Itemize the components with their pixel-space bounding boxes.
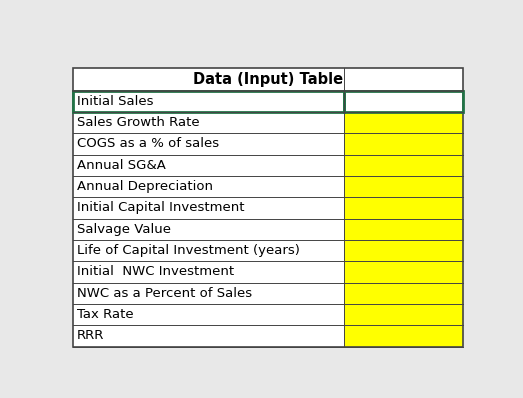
Bar [73, 133, 344, 154]
Text: Annual Depreciation: Annual Depreciation [77, 180, 213, 193]
Text: NWC as a Percent of Sales: NWC as a Percent of Sales [77, 287, 252, 300]
Bar [73, 154, 344, 176]
Bar [344, 197, 462, 219]
Text: Initial Capital Investment: Initial Capital Investment [77, 201, 244, 215]
Bar [73, 91, 344, 112]
Bar [73, 91, 344, 112]
Bar [73, 197, 344, 219]
Bar [344, 91, 462, 112]
Bar [73, 283, 344, 304]
Bar [73, 261, 344, 283]
Text: Initial  NWC Investment: Initial NWC Investment [77, 265, 234, 278]
Bar [73, 112, 344, 133]
Bar [73, 219, 344, 240]
Text: Initial Sales: Initial Sales [77, 95, 153, 108]
Bar [344, 304, 462, 325]
Bar [344, 154, 462, 176]
Bar [344, 112, 462, 133]
Bar [73, 176, 344, 197]
Bar [344, 240, 462, 261]
Bar [344, 283, 462, 304]
Text: Data (Input) Table: Data (Input) Table [193, 72, 343, 87]
Bar [73, 68, 462, 91]
Bar [344, 261, 462, 283]
Text: Salvage Value: Salvage Value [77, 223, 170, 236]
Text: Life of Capital Investment (years): Life of Capital Investment (years) [77, 244, 300, 257]
Bar [73, 325, 344, 347]
Bar [344, 176, 462, 197]
Text: Sales Growth Rate: Sales Growth Rate [77, 116, 199, 129]
Text: COGS as a % of sales: COGS as a % of sales [77, 137, 219, 150]
Bar [73, 304, 344, 325]
Bar [344, 133, 462, 154]
Bar [73, 240, 344, 261]
Bar [344, 219, 462, 240]
Text: Tax Rate: Tax Rate [77, 308, 133, 321]
Bar [344, 91, 462, 112]
Bar [344, 325, 462, 347]
Text: Annual SG&A: Annual SG&A [77, 159, 166, 172]
Text: RRR: RRR [77, 330, 104, 342]
